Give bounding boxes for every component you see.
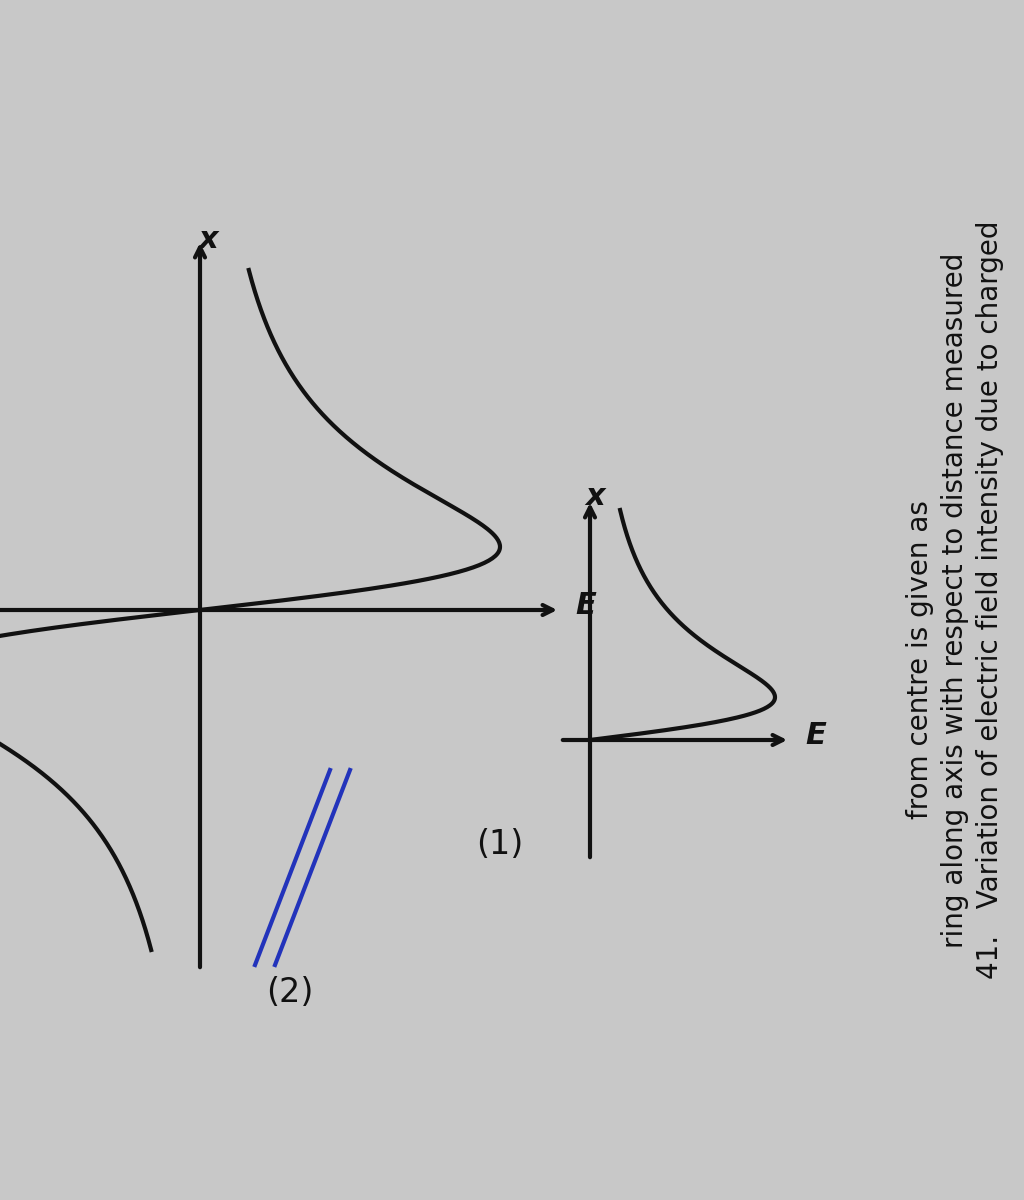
Text: (2): (2) xyxy=(266,976,313,1008)
Text: ring along axis with respect to distance measured: ring along axis with respect to distance… xyxy=(941,252,969,948)
Text: from centre is given as: from centre is given as xyxy=(906,500,934,820)
Text: E: E xyxy=(575,590,596,619)
Text: x: x xyxy=(199,226,218,254)
Text: x: x xyxy=(585,482,605,511)
Text: 41.   Variation of electric field intensity due to charged: 41. Variation of electric field intensit… xyxy=(976,221,1004,979)
Text: (1): (1) xyxy=(476,828,523,862)
Text: E: E xyxy=(805,720,826,750)
